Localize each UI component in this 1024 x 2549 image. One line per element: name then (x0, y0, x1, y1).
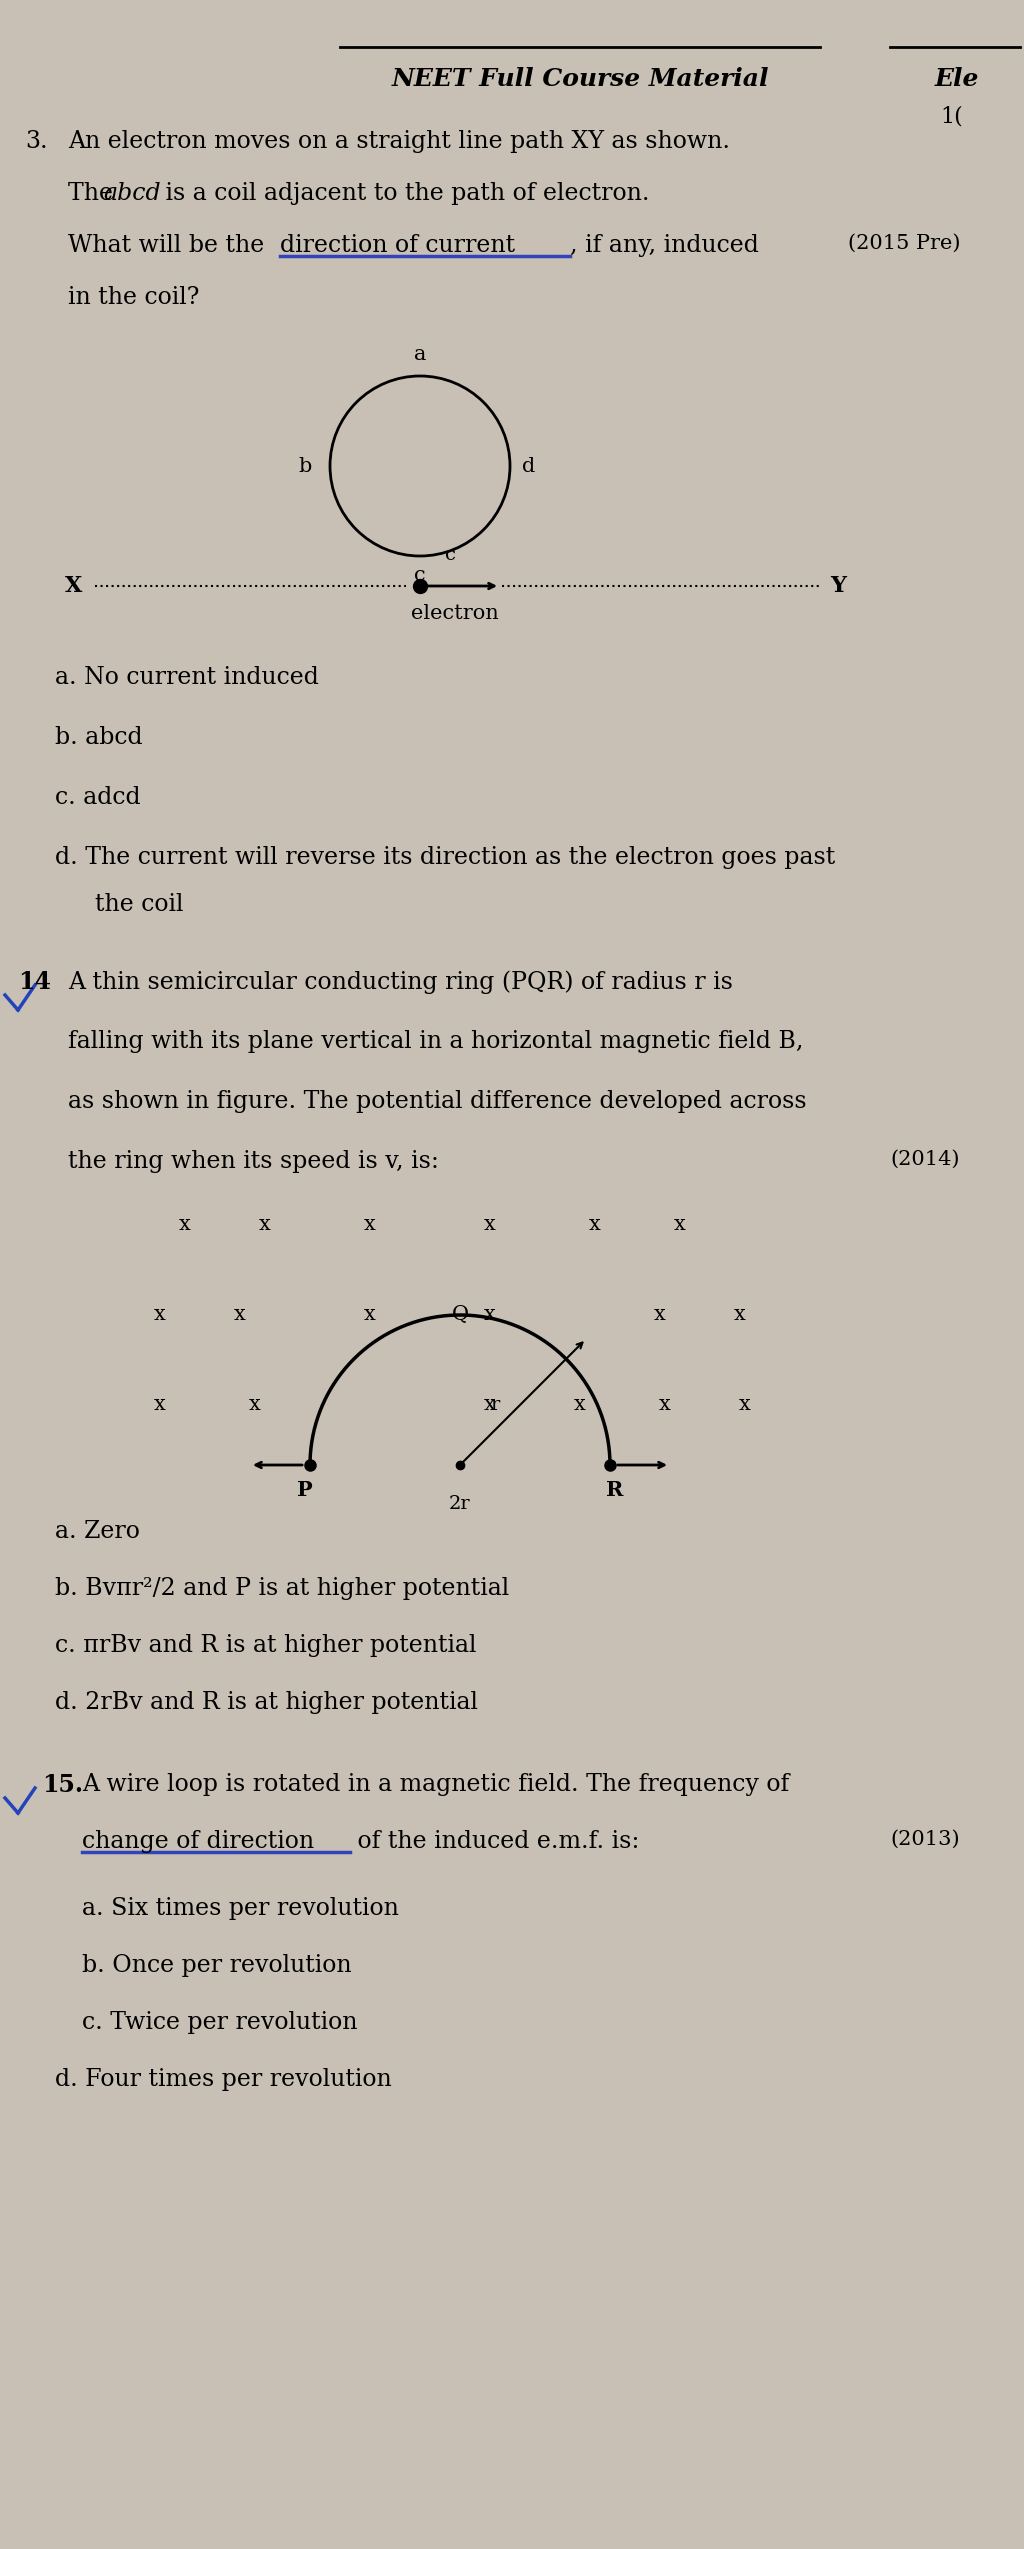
Text: R: R (606, 1481, 624, 1499)
Text: a: a (414, 344, 426, 365)
Text: x: x (589, 1216, 601, 1234)
Text: falling with its plane vertical in a horizontal magnetic field B,: falling with its plane vertical in a hor… (68, 1030, 804, 1053)
Text: b. abcd: b. abcd (55, 726, 142, 749)
Text: d. Four times per revolution: d. Four times per revolution (55, 2067, 392, 2090)
Text: A thin semicircular conducting ring (PQR) of radius r is: A thin semicircular conducting ring (PQR… (68, 971, 733, 994)
Text: b. Bvπr²/2 and P is at higher potential: b. Bvπr²/2 and P is at higher potential (55, 1578, 509, 1601)
Text: X: X (65, 576, 82, 596)
Text: 14: 14 (18, 971, 51, 994)
Text: x: x (155, 1394, 166, 1415)
Text: of the induced e.m.f. is:: of the induced e.m.f. is: (350, 1830, 639, 1853)
Text: x: x (234, 1305, 246, 1323)
Text: x: x (734, 1305, 745, 1323)
Text: (2013): (2013) (891, 1830, 961, 1848)
Text: a. Six times per revolution: a. Six times per revolution (82, 1896, 399, 1919)
Text: x: x (654, 1305, 666, 1323)
Text: Ele: Ele (935, 66, 979, 92)
Text: x: x (179, 1216, 190, 1234)
Text: x: x (484, 1216, 496, 1234)
Text: 1(: 1( (940, 105, 963, 127)
Text: What will be the: What will be the (68, 235, 271, 257)
Text: b: b (299, 456, 312, 477)
Text: is a coil adjacent to the path of electron.: is a coil adjacent to the path of electr… (158, 181, 649, 204)
Text: as shown in figure. The potential difference developed across: as shown in figure. The potential differ… (68, 1091, 807, 1114)
Text: the coil: the coil (95, 892, 183, 915)
Text: 15.: 15. (42, 1774, 83, 1797)
Text: 2r: 2r (450, 1496, 471, 1514)
Text: c. Twice per revolution: c. Twice per revolution (82, 2011, 357, 2034)
Text: c: c (444, 545, 456, 563)
Text: d. 2rBv and R is at higher potential: d. 2rBv and R is at higher potential (55, 1690, 478, 1713)
Text: x: x (574, 1394, 586, 1415)
Text: P: P (297, 1481, 312, 1499)
Text: a. No current induced: a. No current induced (55, 665, 318, 688)
Text: Y: Y (830, 576, 846, 596)
Text: 3.: 3. (25, 130, 48, 153)
Text: c: c (414, 566, 426, 586)
Text: x: x (365, 1305, 376, 1323)
Text: the ring when its speed is v, is:: the ring when its speed is v, is: (68, 1150, 439, 1173)
Text: NEET Full Course Material: NEET Full Course Material (391, 66, 769, 92)
Text: change of direction: change of direction (82, 1830, 314, 1853)
Text: (2015 Pre): (2015 Pre) (848, 235, 961, 252)
Text: x: x (259, 1216, 271, 1234)
Text: x: x (739, 1394, 751, 1415)
Text: in the coil?: in the coil? (68, 285, 200, 308)
Text: x: x (659, 1394, 671, 1415)
Text: The: The (68, 181, 121, 204)
Text: x: x (674, 1216, 686, 1234)
Text: x: x (155, 1305, 166, 1323)
Text: x: x (249, 1394, 261, 1415)
Text: , if any, induced: , if any, induced (570, 235, 759, 257)
Text: d. The current will reverse its direction as the electron goes past: d. The current will reverse its directio… (55, 846, 836, 869)
Text: direction of current: direction of current (280, 235, 515, 257)
Text: a. Zero: a. Zero (55, 1519, 140, 1542)
Text: Q: Q (452, 1305, 469, 1323)
Text: r: r (490, 1397, 500, 1415)
Text: x: x (365, 1216, 376, 1234)
Text: x: x (484, 1305, 496, 1323)
Text: abcd: abcd (103, 181, 161, 204)
Text: A wire loop is rotated in a magnetic field. The frequency of: A wire loop is rotated in a magnetic fie… (82, 1774, 790, 1797)
Text: x: x (484, 1394, 496, 1415)
Text: c. adcd: c. adcd (55, 785, 140, 808)
Text: b. Once per revolution: b. Once per revolution (82, 1955, 351, 1978)
Text: electron: electron (411, 604, 499, 622)
Text: d: d (522, 456, 536, 477)
Text: c. πrBv and R is at higher potential: c. πrBv and R is at higher potential (55, 1634, 476, 1657)
Text: An electron moves on a straight line path XY as shown.: An electron moves on a straight line pat… (68, 130, 730, 153)
Text: (2014): (2014) (891, 1150, 961, 1170)
